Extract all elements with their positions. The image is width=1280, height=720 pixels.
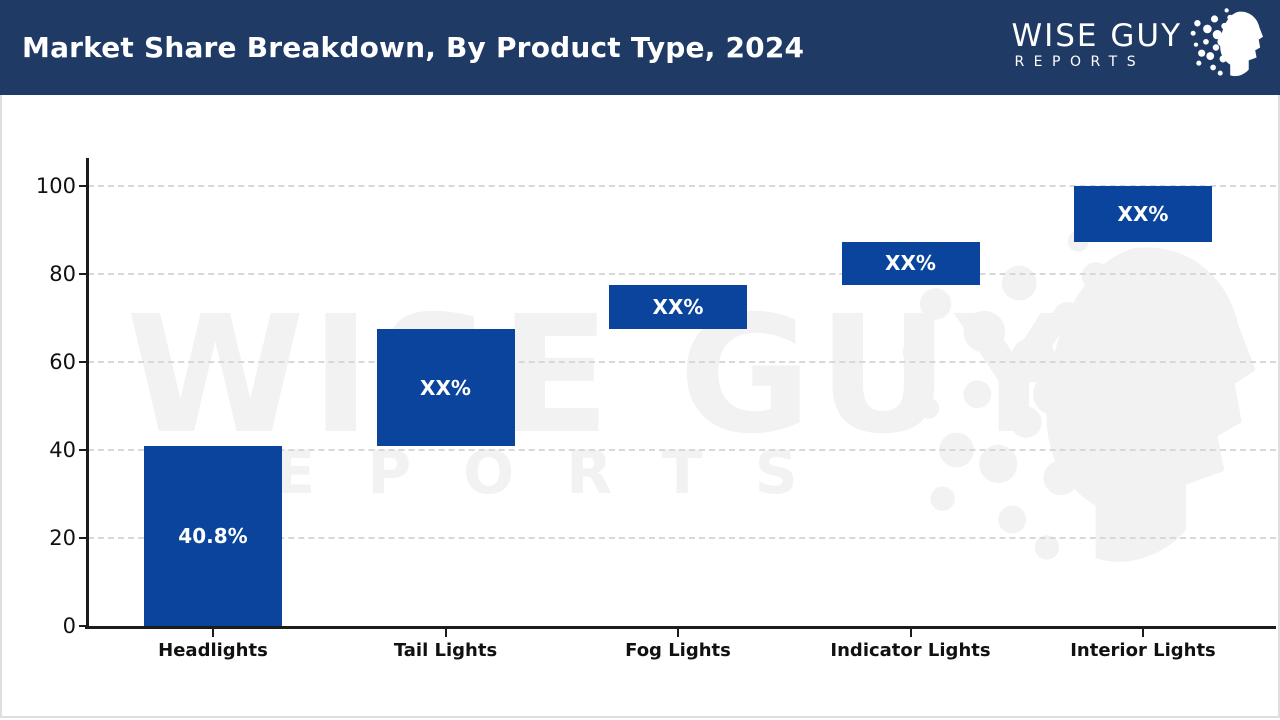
x-axis-label-interior-lights: Interior Lights — [1070, 640, 1216, 661]
gridline-100 — [88, 185, 1276, 187]
brand-logo-text: WISE GUY REPORTS — [1011, 19, 1182, 71]
y-axis-label-60: 60 — [49, 350, 76, 374]
logo-face-icon — [1190, 8, 1264, 77]
y-axis-label-80: 80 — [49, 262, 76, 286]
y-axis-tick-60 — [79, 361, 88, 363]
y-axis-label-100: 100 — [35, 174, 76, 198]
page-title: Market Share Breakdown, By Product Type,… — [22, 31, 805, 64]
card-border — [0, 95, 1280, 718]
bar-value-label-headlights: 40.8% — [178, 524, 248, 549]
x-axis-label-tail-lights: Tail Lights — [393, 640, 498, 661]
bar-tail-lights — [376, 329, 515, 447]
bar-fog-lights — [609, 284, 747, 329]
x-axis-tick-interior-lights — [1142, 629, 1144, 637]
x-axis-label-headlights: Headlights — [158, 640, 268, 661]
bar-value-label-interior-lights: XX% — [1117, 201, 1169, 226]
bar-value-label-indicator-lights: XX% — [885, 251, 936, 276]
logo-subtext: REPORTS — [1014, 54, 1146, 70]
y-axis-label-20: 20 — [49, 526, 76, 550]
brand-logo: WISE GUY REPORTS — [1011, 6, 1268, 84]
bar-indicator-lights — [841, 241, 980, 285]
x-axis-line — [85, 626, 1276, 629]
x-axis-label-indicator-lights: Indicator Lights — [830, 640, 991, 661]
y-axis-label-0: 0 — [62, 614, 76, 638]
gridline-80 — [88, 273, 1276, 275]
x-axis-tick-headlights — [212, 629, 214, 637]
y-axis-tick-40 — [79, 449, 88, 451]
bar-value-label-tail-lights: XX% — [420, 375, 471, 400]
gridline-60 — [88, 361, 1276, 363]
y-axis-line — [86, 158, 89, 629]
bar-interior-lights — [1074, 186, 1212, 242]
y-axis-label-40: 40 — [49, 438, 76, 462]
gridline-40 — [88, 449, 1276, 451]
y-axis-tick-20 — [79, 537, 88, 539]
x-axis-tick-indicator-lights — [909, 629, 912, 637]
x-axis-tick-tail-lights — [444, 629, 447, 637]
watermark-wordmark: WISE GUY — [126, 282, 1079, 470]
header-bar: Market Share Breakdown, By Product Type,… — [0, 0, 1280, 95]
gridline-20 — [88, 537, 1276, 539]
bar-headlights — [144, 446, 282, 626]
x-axis-label-fog-lights: Fog Lights — [625, 640, 731, 661]
y-axis-tick-100 — [79, 185, 88, 187]
x-axis-tick-fog-lights — [677, 629, 679, 637]
bar-value-label-fog-lights: XX% — [652, 294, 704, 319]
logo-wordmark: WISE GUY — [1011, 18, 1182, 54]
y-axis-tick-0 — [79, 625, 88, 627]
y-axis-tick-80 — [79, 273, 88, 275]
